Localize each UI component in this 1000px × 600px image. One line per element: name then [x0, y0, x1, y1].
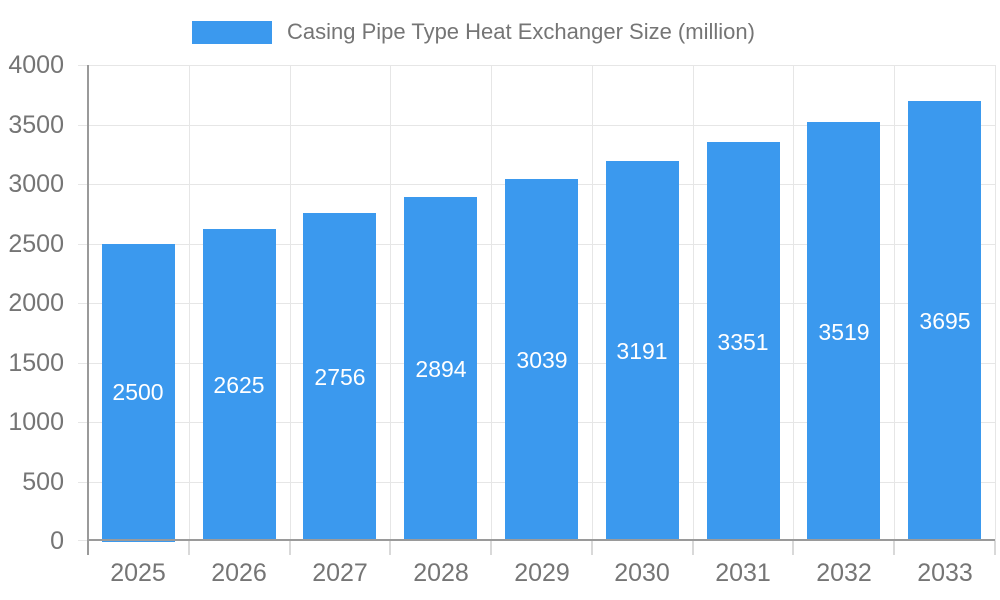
gridline-vertical — [189, 65, 190, 541]
gridline-horizontal — [78, 125, 995, 126]
bar[interactable] — [505, 179, 578, 541]
x-axis-tick — [893, 541, 895, 555]
x-axis-label: 2032 — [816, 559, 872, 587]
bar-value-label: 2756 — [314, 364, 366, 390]
bar-value-label: 3351 — [717, 329, 769, 355]
y-axis-label: 0 — [50, 527, 64, 555]
x-axis-tick — [591, 541, 593, 555]
bar-value-label: 3039 — [516, 347, 568, 373]
bar[interactable] — [908, 101, 981, 541]
bar[interactable] — [102, 244, 175, 542]
gridline-vertical — [592, 65, 593, 541]
x-axis-label: 2031 — [715, 559, 771, 587]
y-axis-label: 2500 — [8, 230, 64, 258]
gridline-vertical — [390, 65, 391, 541]
gridline-horizontal — [78, 65, 995, 66]
bar-value-label: 2894 — [415, 356, 467, 382]
x-axis-tick — [994, 541, 996, 555]
bar[interactable] — [404, 197, 477, 541]
gridline-vertical — [894, 65, 895, 541]
bar-value-label: 2625 — [213, 372, 265, 398]
x-axis-label: 2026 — [211, 559, 267, 587]
x-axis-label: 2030 — [614, 559, 670, 587]
legend-swatch[interactable] — [192, 21, 272, 44]
gridline-vertical — [491, 65, 492, 541]
y-axis-label: 3500 — [8, 111, 64, 139]
bar[interactable] — [203, 229, 276, 541]
bar-value-label: 3519 — [818, 319, 870, 345]
x-axis-label: 2029 — [514, 559, 570, 587]
y-axis-label: 1000 — [8, 408, 64, 436]
bar-value-label: 2500 — [112, 379, 164, 405]
x-axis-tick — [188, 541, 190, 555]
y-axis-line — [87, 65, 89, 555]
bar[interactable] — [707, 142, 780, 541]
x-axis-label: 2028 — [413, 559, 469, 587]
x-axis-tick — [490, 541, 492, 555]
gridline-vertical — [290, 65, 291, 541]
x-axis-line — [88, 539, 995, 541]
y-axis-label: 3000 — [8, 170, 64, 198]
bar-value-label: 3695 — [919, 308, 971, 334]
legend-label[interactable]: Casing Pipe Type Heat Exchanger Size (mi… — [287, 19, 755, 44]
y-axis-label: 2000 — [8, 289, 64, 317]
x-axis-tick — [289, 541, 291, 555]
x-axis-tick — [692, 541, 694, 555]
gridline-vertical — [995, 65, 996, 541]
bar-value-label: 3191 — [616, 338, 668, 364]
x-axis-label: 2033 — [917, 559, 973, 587]
x-axis-label: 2025 — [110, 559, 166, 587]
y-axis-label: 1500 — [8, 349, 64, 377]
y-axis-label: 500 — [22, 468, 64, 496]
bar[interactable] — [303, 213, 376, 541]
y-axis-label: 4000 — [8, 51, 64, 79]
x-axis-label: 2027 — [312, 559, 368, 587]
bar[interactable] — [606, 161, 679, 541]
x-axis-tick — [389, 541, 391, 555]
gridline-vertical — [693, 65, 694, 541]
y-axis-tick — [78, 540, 88, 541]
gridline-vertical — [793, 65, 794, 541]
x-axis-tick — [792, 541, 794, 555]
bar[interactable] — [807, 122, 880, 541]
